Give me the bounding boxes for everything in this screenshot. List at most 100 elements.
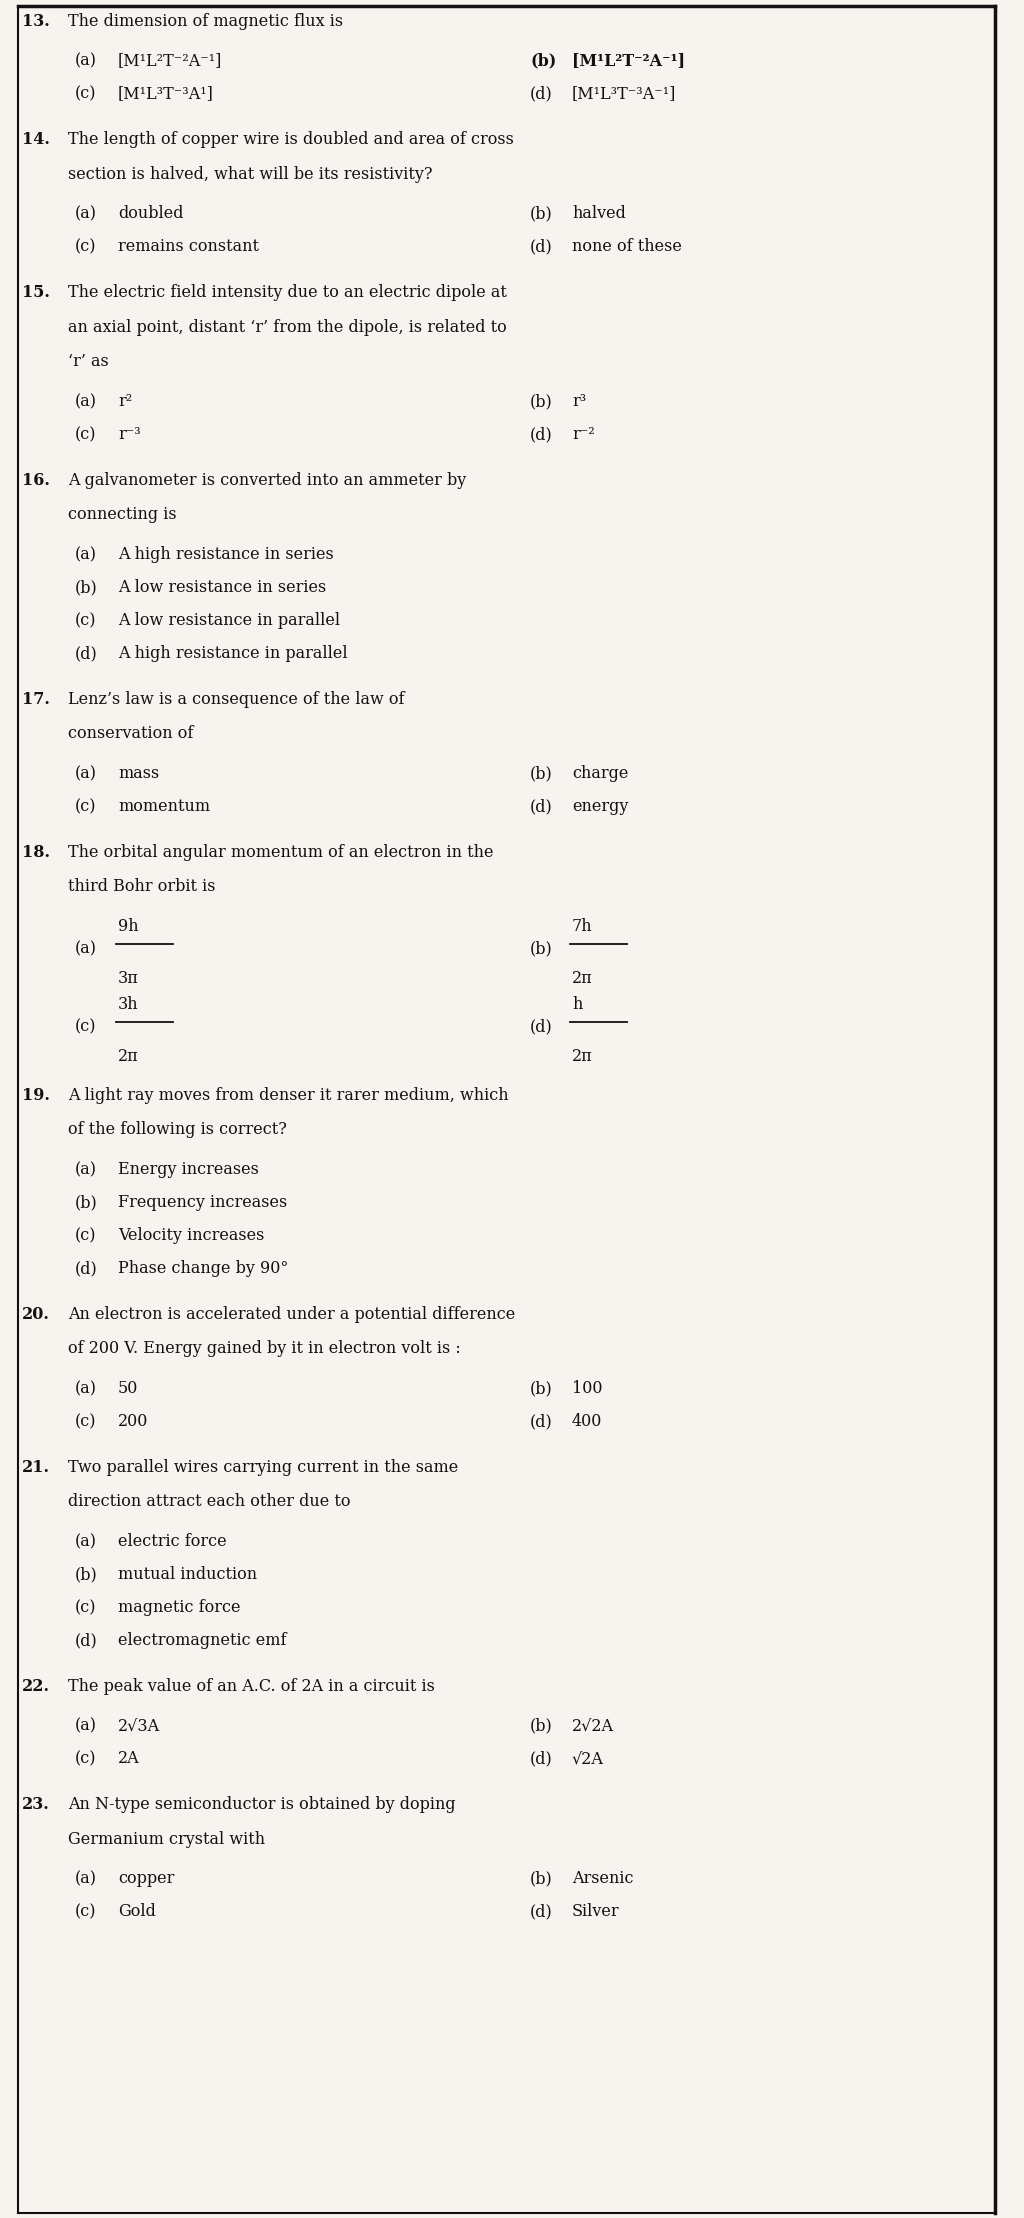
Text: (a): (a) [75,546,97,563]
Text: An electron is accelerated under a potential difference: An electron is accelerated under a poten… [68,1306,515,1322]
Text: remains constant: remains constant [118,240,259,255]
Text: (c): (c) [75,612,96,630]
Text: mass: mass [118,765,160,783]
Text: h: h [572,996,583,1014]
Text: (c): (c) [75,1227,96,1244]
Text: r⁻²: r⁻² [572,426,595,444]
Text: (a): (a) [75,1160,97,1178]
Text: [M¹L²T⁻²A⁻¹]: [M¹L²T⁻²A⁻¹] [118,53,222,69]
Text: 19.: 19. [22,1087,50,1105]
Text: Silver: Silver [572,1903,620,1921]
Text: 9h: 9h [118,918,138,936]
Text: (b): (b) [530,940,553,956]
Text: (d): (d) [530,426,553,444]
Text: The length of copper wire is doubled and area of cross: The length of copper wire is doubled and… [68,131,514,149]
Text: direction attract each other due to: direction attract each other due to [68,1493,350,1510]
Text: A galvanometer is converted into an ammeter by: A galvanometer is converted into an amme… [68,472,466,488]
Text: (b): (b) [530,1870,553,1888]
Text: 16.: 16. [22,472,50,488]
Text: Two parallel wires carrying current in the same: Two parallel wires carrying current in t… [68,1459,459,1475]
Text: 23.: 23. [22,1797,50,1814]
Text: magnetic force: magnetic force [118,1599,241,1617]
Text: (c): (c) [75,1599,96,1617]
Text: 17.: 17. [22,692,50,708]
Text: (a): (a) [75,1533,97,1550]
Text: (d): (d) [530,1903,553,1921]
Text: 21.: 21. [22,1459,50,1475]
Text: (a): (a) [75,393,97,410]
Text: 7h: 7h [572,918,593,936]
Text: conservation of: conservation of [68,725,194,743]
Text: A low resistance in series: A low resistance in series [118,579,327,597]
Text: Gold: Gold [118,1903,156,1921]
Text: connecting is: connecting is [68,506,176,523]
Text: (c): (c) [75,426,96,444]
Text: 50: 50 [118,1380,138,1397]
Text: [M¹L³T⁻³A¹]: [M¹L³T⁻³A¹] [118,87,214,102]
Text: 2π: 2π [572,969,593,987]
Text: (b): (b) [530,765,553,783]
Text: (c): (c) [75,798,96,814]
Text: (a): (a) [75,940,97,956]
Text: none of these: none of these [572,240,682,255]
Text: √2A: √2A [572,1750,604,1768]
Text: (d): (d) [530,798,553,814]
Text: (c): (c) [75,1750,96,1768]
Text: (b): (b) [75,1193,97,1211]
Text: (c): (c) [75,1903,96,1921]
Text: The peak value of an A.C. of 2A in a circuit is: The peak value of an A.C. of 2A in a cir… [68,1679,435,1695]
Text: 20.: 20. [22,1306,50,1322]
Text: momentum: momentum [118,798,210,814]
Text: 2√3A: 2√3A [118,1717,160,1734]
Text: The electric field intensity due to an electric dipole at: The electric field intensity due to an e… [68,284,507,302]
Text: 2π: 2π [118,1047,138,1065]
Text: A light ray moves from denser it rarer medium, which: A light ray moves from denser it rarer m… [68,1087,509,1105]
Text: (d): (d) [530,87,553,102]
Text: third Bohr orbit is: third Bohr orbit is [68,878,215,896]
Text: A high resistance in parallel: A high resistance in parallel [118,645,347,661]
Text: electromagnetic emf: electromagnetic emf [118,1632,287,1648]
Text: 22.: 22. [22,1679,50,1695]
Text: energy: energy [572,798,629,814]
Text: [M¹L²T⁻²A⁻¹]: [M¹L²T⁻²A⁻¹] [572,53,685,69]
Text: section is halved, what will be its resistivity?: section is halved, what will be its resi… [68,166,432,184]
Text: (d): (d) [530,1750,553,1768]
Text: mutual induction: mutual induction [118,1566,257,1584]
Text: (b): (b) [530,53,556,69]
Text: r⁻³: r⁻³ [118,426,140,444]
Text: An N-type semiconductor is obtained by doping: An N-type semiconductor is obtained by d… [68,1797,456,1814]
Text: (b): (b) [530,206,553,222]
Text: charge: charge [572,765,629,783]
Text: Arsenic: Arsenic [572,1870,634,1888]
Text: (b): (b) [530,393,553,410]
Text: halved: halved [572,206,626,222]
Text: r²: r² [118,393,132,410]
Text: (a): (a) [75,1870,97,1888]
Text: (d): (d) [530,240,553,255]
Text: 2A: 2A [118,1750,139,1768]
Text: copper: copper [118,1870,174,1888]
Text: (b): (b) [530,1380,553,1397]
Text: Germanium crystal with: Germanium crystal with [68,1832,265,1848]
Text: 14.: 14. [22,131,50,149]
Text: [M¹L³T⁻³A⁻¹]: [M¹L³T⁻³A⁻¹] [572,87,677,102]
Text: 2√2A: 2√2A [572,1717,614,1734]
Text: (a): (a) [75,206,97,222]
Text: electric force: electric force [118,1533,226,1550]
Text: (a): (a) [75,1380,97,1397]
Text: (d): (d) [530,1413,553,1431]
Text: (c): (c) [75,240,96,255]
Text: doubled: doubled [118,206,183,222]
Text: an axial point, distant ‘r’ from the dipole, is related to: an axial point, distant ‘r’ from the dip… [68,319,507,335]
Text: (d): (d) [75,1632,97,1648]
Text: 3π: 3π [118,969,139,987]
Text: of 200 V. Energy gained by it in electron volt is :: of 200 V. Energy gained by it in electro… [68,1340,461,1357]
Text: Lenz’s law is a consequence of the law of: Lenz’s law is a consequence of the law o… [68,692,404,708]
Text: Energy increases: Energy increases [118,1160,259,1178]
Text: (a): (a) [75,765,97,783]
Text: Velocity increases: Velocity increases [118,1227,264,1244]
Text: The dimension of magnetic flux is: The dimension of magnetic flux is [68,13,343,31]
Text: (b): (b) [75,1566,97,1584]
Text: A high resistance in series: A high resistance in series [118,546,334,563]
Text: (c): (c) [75,87,96,102]
